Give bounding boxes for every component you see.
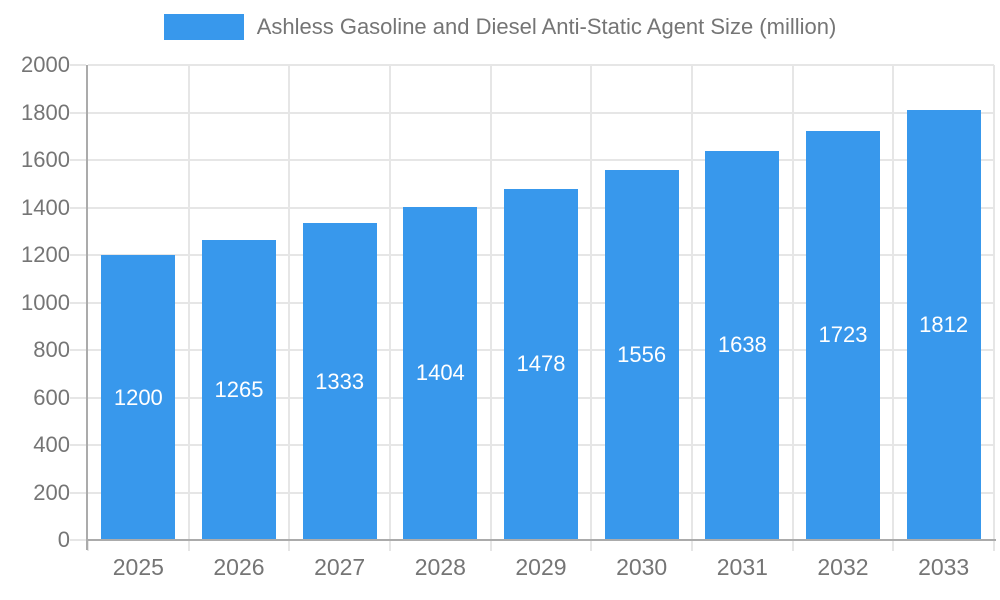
y-gridline xyxy=(88,159,994,161)
x-tick xyxy=(892,540,895,551)
bar[interactable]: 1723 xyxy=(806,130,880,540)
y-axis-label: 1400 xyxy=(21,194,70,220)
y-gridline xyxy=(88,111,994,114)
bar-value-label: 1265 xyxy=(214,376,264,402)
x-tick xyxy=(389,540,391,551)
x-gridline xyxy=(489,65,492,540)
bar[interactable]: 1404 xyxy=(403,206,478,540)
x-gridline xyxy=(288,65,291,540)
x-gridline xyxy=(791,65,794,540)
x-gridline xyxy=(993,65,995,540)
legend-item[interactable]: Ashless Gasoline and Diesel Anti-Static … xyxy=(0,14,1000,40)
x-gridline xyxy=(892,65,895,540)
x-axis-label: 2031 xyxy=(716,554,768,580)
x-gridline xyxy=(590,65,593,540)
y-tick xyxy=(70,349,86,351)
y-tick xyxy=(70,64,86,66)
x-tick xyxy=(691,540,693,551)
bar-value-label: 1812 xyxy=(919,311,969,337)
plot-area: 0 200 400 600 800 1000 1200 1400 1600 1800 2000 202… xyxy=(21,54,996,579)
x-axis-label: 2030 xyxy=(616,554,668,580)
x-tick xyxy=(87,540,89,551)
x-axis-label: 2025 xyxy=(112,554,164,580)
x-axis-label: 2033 xyxy=(918,554,970,580)
y-axis-label: 600 xyxy=(33,384,70,410)
y-axis-label: 1000 xyxy=(21,289,70,315)
y-tick xyxy=(70,159,86,161)
bar[interactable]: 1265 xyxy=(202,239,276,540)
x-tick xyxy=(993,540,995,551)
bar-value-label: 1200 xyxy=(113,384,163,410)
y-tick xyxy=(70,539,86,541)
y-axis-label: 800 xyxy=(33,337,70,362)
y-tick xyxy=(70,111,86,114)
bar[interactable]: 1478 xyxy=(504,188,578,540)
bar-value-label: 1638 xyxy=(717,332,767,358)
bar[interactable]: 1556 xyxy=(604,170,679,540)
y-axis-label: 200 xyxy=(33,479,70,505)
y-axis-label: 1600 xyxy=(21,147,70,172)
x-gridline xyxy=(691,65,693,540)
x-tick xyxy=(590,540,593,551)
x-axis-label: 2029 xyxy=(515,554,567,580)
x-tick xyxy=(288,540,291,551)
x-axis-line xyxy=(86,539,996,541)
y-axis-label: 2000 xyxy=(21,52,70,77)
bar-value-label: 1556 xyxy=(617,342,667,368)
y-tick xyxy=(70,396,86,399)
x-tick xyxy=(791,540,794,551)
bar[interactable]: 1200 xyxy=(101,255,176,540)
y-tick xyxy=(70,206,86,209)
x-gridline xyxy=(187,65,190,540)
x-gridline xyxy=(389,65,391,540)
legend-label: Ashless Gasoline and Diesel Anti-Static … xyxy=(256,14,837,39)
bar[interactable]: 1333 xyxy=(302,223,377,540)
y-tick xyxy=(70,254,86,256)
y-axis-line xyxy=(86,65,88,550)
y-tick xyxy=(70,491,86,494)
x-tick xyxy=(187,540,190,551)
x-axis-label: 2032 xyxy=(817,554,869,580)
legend-swatch xyxy=(163,14,244,40)
bar[interactable]: 1812 xyxy=(906,109,981,540)
y-axis-label: 400 xyxy=(33,432,70,457)
x-tick xyxy=(489,540,492,551)
x-axis-label: 2026 xyxy=(213,554,265,580)
x-axis-label: 2027 xyxy=(314,554,366,580)
bar-value-label: 1723 xyxy=(818,322,868,348)
x-axis-label: 2028 xyxy=(414,554,466,580)
y-axis-label: 1800 xyxy=(21,99,70,125)
bar-value-label: 1404 xyxy=(415,360,465,386)
bar[interactable]: 1638 xyxy=(705,150,780,540)
y-tick xyxy=(70,301,86,304)
bar-value-label: 1478 xyxy=(516,351,566,377)
y-axis-label: 0 xyxy=(57,527,70,552)
bar-value-label: 1333 xyxy=(315,368,365,394)
y-gridline xyxy=(88,64,994,66)
y-tick xyxy=(70,444,86,446)
y-axis-label: 1200 xyxy=(21,242,70,267)
